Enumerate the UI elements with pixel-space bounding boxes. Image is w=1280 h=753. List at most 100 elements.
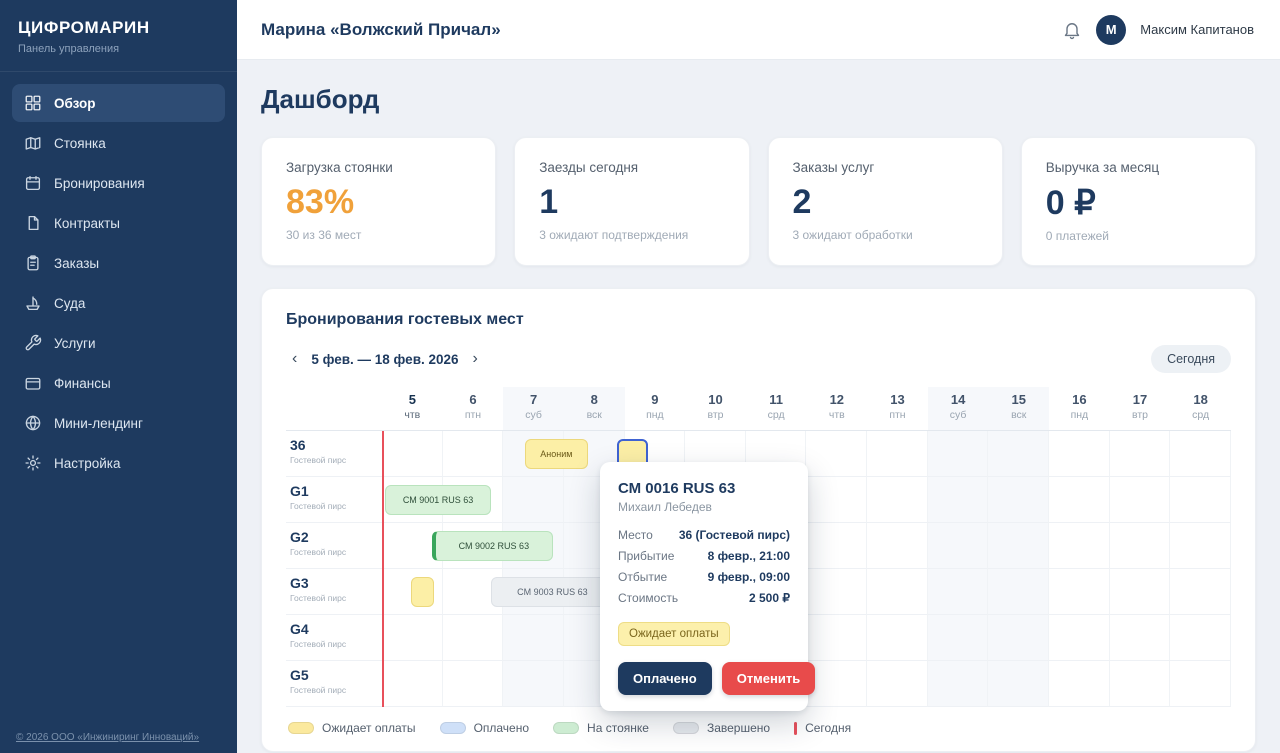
- calendar-cell[interactable]: [1109, 523, 1171, 569]
- calendar-cell[interactable]: [806, 615, 868, 661]
- berth-label: G5 Гостевой пирс: [286, 661, 382, 707]
- stat-value: 1: [539, 183, 559, 221]
- calendar-cell[interactable]: [503, 661, 564, 707]
- stat-card-service-orders: Заказы услуг 2 3 ожидают обработки: [767, 137, 1003, 266]
- legend-swatch: [288, 722, 314, 734]
- calendar-cell[interactable]: [1109, 615, 1171, 661]
- booking-bar[interactable]: СМ 9002 RUS 63: [431, 531, 553, 561]
- cancel-booking-button[interactable]: Отменить: [721, 662, 816, 695]
- sidebar-item-settings[interactable]: Настройка: [12, 444, 225, 482]
- berth-label: G1 Гостевой пирс: [286, 477, 382, 523]
- booking-bar[interactable]: СМ 9003 RUS 63: [491, 577, 614, 607]
- stat-label: Загрузка стоянки: [286, 160, 393, 175]
- sidebar-item-orders[interactable]: Заказы: [12, 244, 225, 282]
- calendar-cell[interactable]: [1170, 477, 1231, 523]
- sidebar-item-parking[interactable]: Стоянка: [12, 124, 225, 162]
- calendar-cell[interactable]: [382, 661, 443, 707]
- calendar-cell[interactable]: [503, 477, 564, 523]
- calendar-cell[interactable]: [1109, 431, 1171, 477]
- day-header-13: 13 птн: [867, 387, 928, 431]
- calendar-cell[interactable]: [1049, 615, 1110, 661]
- calendar-cell[interactable]: [988, 431, 1050, 477]
- berth-row-G5: G5 Гостевой пирс: [286, 661, 1231, 707]
- detail-value: 9 февр., 09:00: [707, 570, 790, 584]
- calendar-cell[interactable]: [927, 431, 989, 477]
- calendar-cell[interactable]: [382, 569, 443, 615]
- day-header-5: 5 чтв: [382, 387, 443, 431]
- wallet-icon: [24, 374, 42, 392]
- calendar-cell[interactable]: [1170, 569, 1231, 615]
- calendar-header-row: 5 чтв 6 птн 7 суб 8 вск 9 пнд 10 втр 11 срд 12 чтв 13 птн…: [286, 387, 1231, 431]
- booking-bar[interactable]: [411, 577, 434, 607]
- mark-paid-button[interactable]: Оплачено: [618, 662, 712, 695]
- calendar-cell[interactable]: [927, 477, 989, 523]
- calendar-cell[interactable]: [806, 523, 868, 569]
- calendar-cell[interactable]: [927, 661, 989, 707]
- calendar-cell[interactable]: [1049, 431, 1110, 477]
- calendar-cell[interactable]: [806, 661, 868, 707]
- sidebar-item-overview[interactable]: Обзор: [12, 84, 225, 122]
- sidebar-item-services[interactable]: Услуги: [12, 324, 225, 362]
- calendar-cell[interactable]: [1109, 477, 1171, 523]
- calendar-cell[interactable]: [1049, 569, 1110, 615]
- calendar-cell[interactable]: [867, 661, 928, 707]
- company-footer-link[interactable]: © 2026 ООО «Инжиниринг Инноваций»: [16, 732, 200, 743]
- calendar-cell[interactable]: [867, 523, 928, 569]
- notifications-bell-icon[interactable]: [1062, 20, 1082, 40]
- clipboard-icon: [24, 254, 42, 272]
- marina-title: Марина «Волжский Причал»: [261, 19, 501, 39]
- calendar-cell[interactable]: [806, 569, 868, 615]
- today-button[interactable]: Сегодня: [1151, 345, 1231, 373]
- detail-label: Стоимость: [618, 591, 679, 605]
- calendar-cell[interactable]: [988, 615, 1050, 661]
- booking-bar[interactable]: Аноним: [524, 439, 589, 469]
- calendar-cell[interactable]: [1170, 523, 1231, 569]
- avatar[interactable]: М: [1096, 14, 1127, 45]
- calendar-cell[interactable]: [1170, 661, 1231, 707]
- legend-item: Завершено: [672, 721, 771, 735]
- calendar-cell[interactable]: [442, 431, 504, 477]
- booking-details: Место 36 (Гостевой пирс) Прибытие 8 февр., …: [618, 528, 790, 605]
- calendar-cell[interactable]: [442, 477, 504, 523]
- legend-label: Завершено: [706, 721, 771, 735]
- sidebar-item-finance[interactable]: Финансы: [12, 364, 225, 402]
- stat-label: Заезды сегодня: [539, 160, 639, 175]
- calendar-cell[interactable]: [503, 615, 564, 661]
- sidebar-item-contracts[interactable]: Контракты: [12, 204, 225, 242]
- calendar-cell[interactable]: [442, 615, 504, 661]
- next-period-button[interactable]: ›: [467, 349, 484, 369]
- calendar-cell[interactable]: [927, 523, 989, 569]
- calendar-cell[interactable]: [1109, 661, 1171, 707]
- booking-bar[interactable]: СМ 9001 RUS 63: [385, 485, 492, 515]
- calendar-cell[interactable]: [867, 569, 928, 615]
- sidebar-item-label: Финансы: [54, 375, 111, 391]
- calendar-cell[interactable]: [867, 615, 928, 661]
- app-subtitle: Панель управления: [18, 43, 120, 55]
- prev-period-button[interactable]: ‹: [286, 349, 303, 369]
- calendar-cell[interactable]: [1170, 431, 1231, 477]
- calendar-cell[interactable]: [927, 569, 989, 615]
- calendar-cell[interactable]: [442, 661, 504, 707]
- calendar-cell[interactable]: [382, 615, 443, 661]
- calendar-cell[interactable]: [1170, 615, 1231, 661]
- sidebar-item-bookings[interactable]: Бронирования: [12, 164, 225, 202]
- calendar-cell[interactable]: [988, 661, 1050, 707]
- calendar-cell[interactable]: [988, 523, 1050, 569]
- calendar-cell[interactable]: [1049, 523, 1110, 569]
- sidebar-item-mini-landing[interactable]: Мини-лендинг: [12, 404, 225, 442]
- user-name: Максим Капитанов: [1140, 22, 1254, 37]
- calendar-cell[interactable]: [1049, 661, 1110, 707]
- sidebar-item-vessels[interactable]: Суда: [12, 284, 225, 322]
- calendar-cell[interactable]: [927, 615, 989, 661]
- calendar-cell[interactable]: [382, 431, 443, 477]
- calendar-cell[interactable]: [1109, 569, 1171, 615]
- legend-item: На стоянке: [553, 721, 649, 735]
- calendar-cell[interactable]: [1049, 477, 1110, 523]
- calendar-cell[interactable]: [867, 477, 928, 523]
- stat-subtext: 0 платежей: [1045, 229, 1109, 243]
- calendar-cell[interactable]: [806, 431, 868, 477]
- calendar-cell[interactable]: [806, 477, 868, 523]
- calendar-cell[interactable]: [988, 569, 1050, 615]
- calendar-cell[interactable]: [867, 431, 928, 477]
- calendar-cell[interactable]: [988, 477, 1050, 523]
